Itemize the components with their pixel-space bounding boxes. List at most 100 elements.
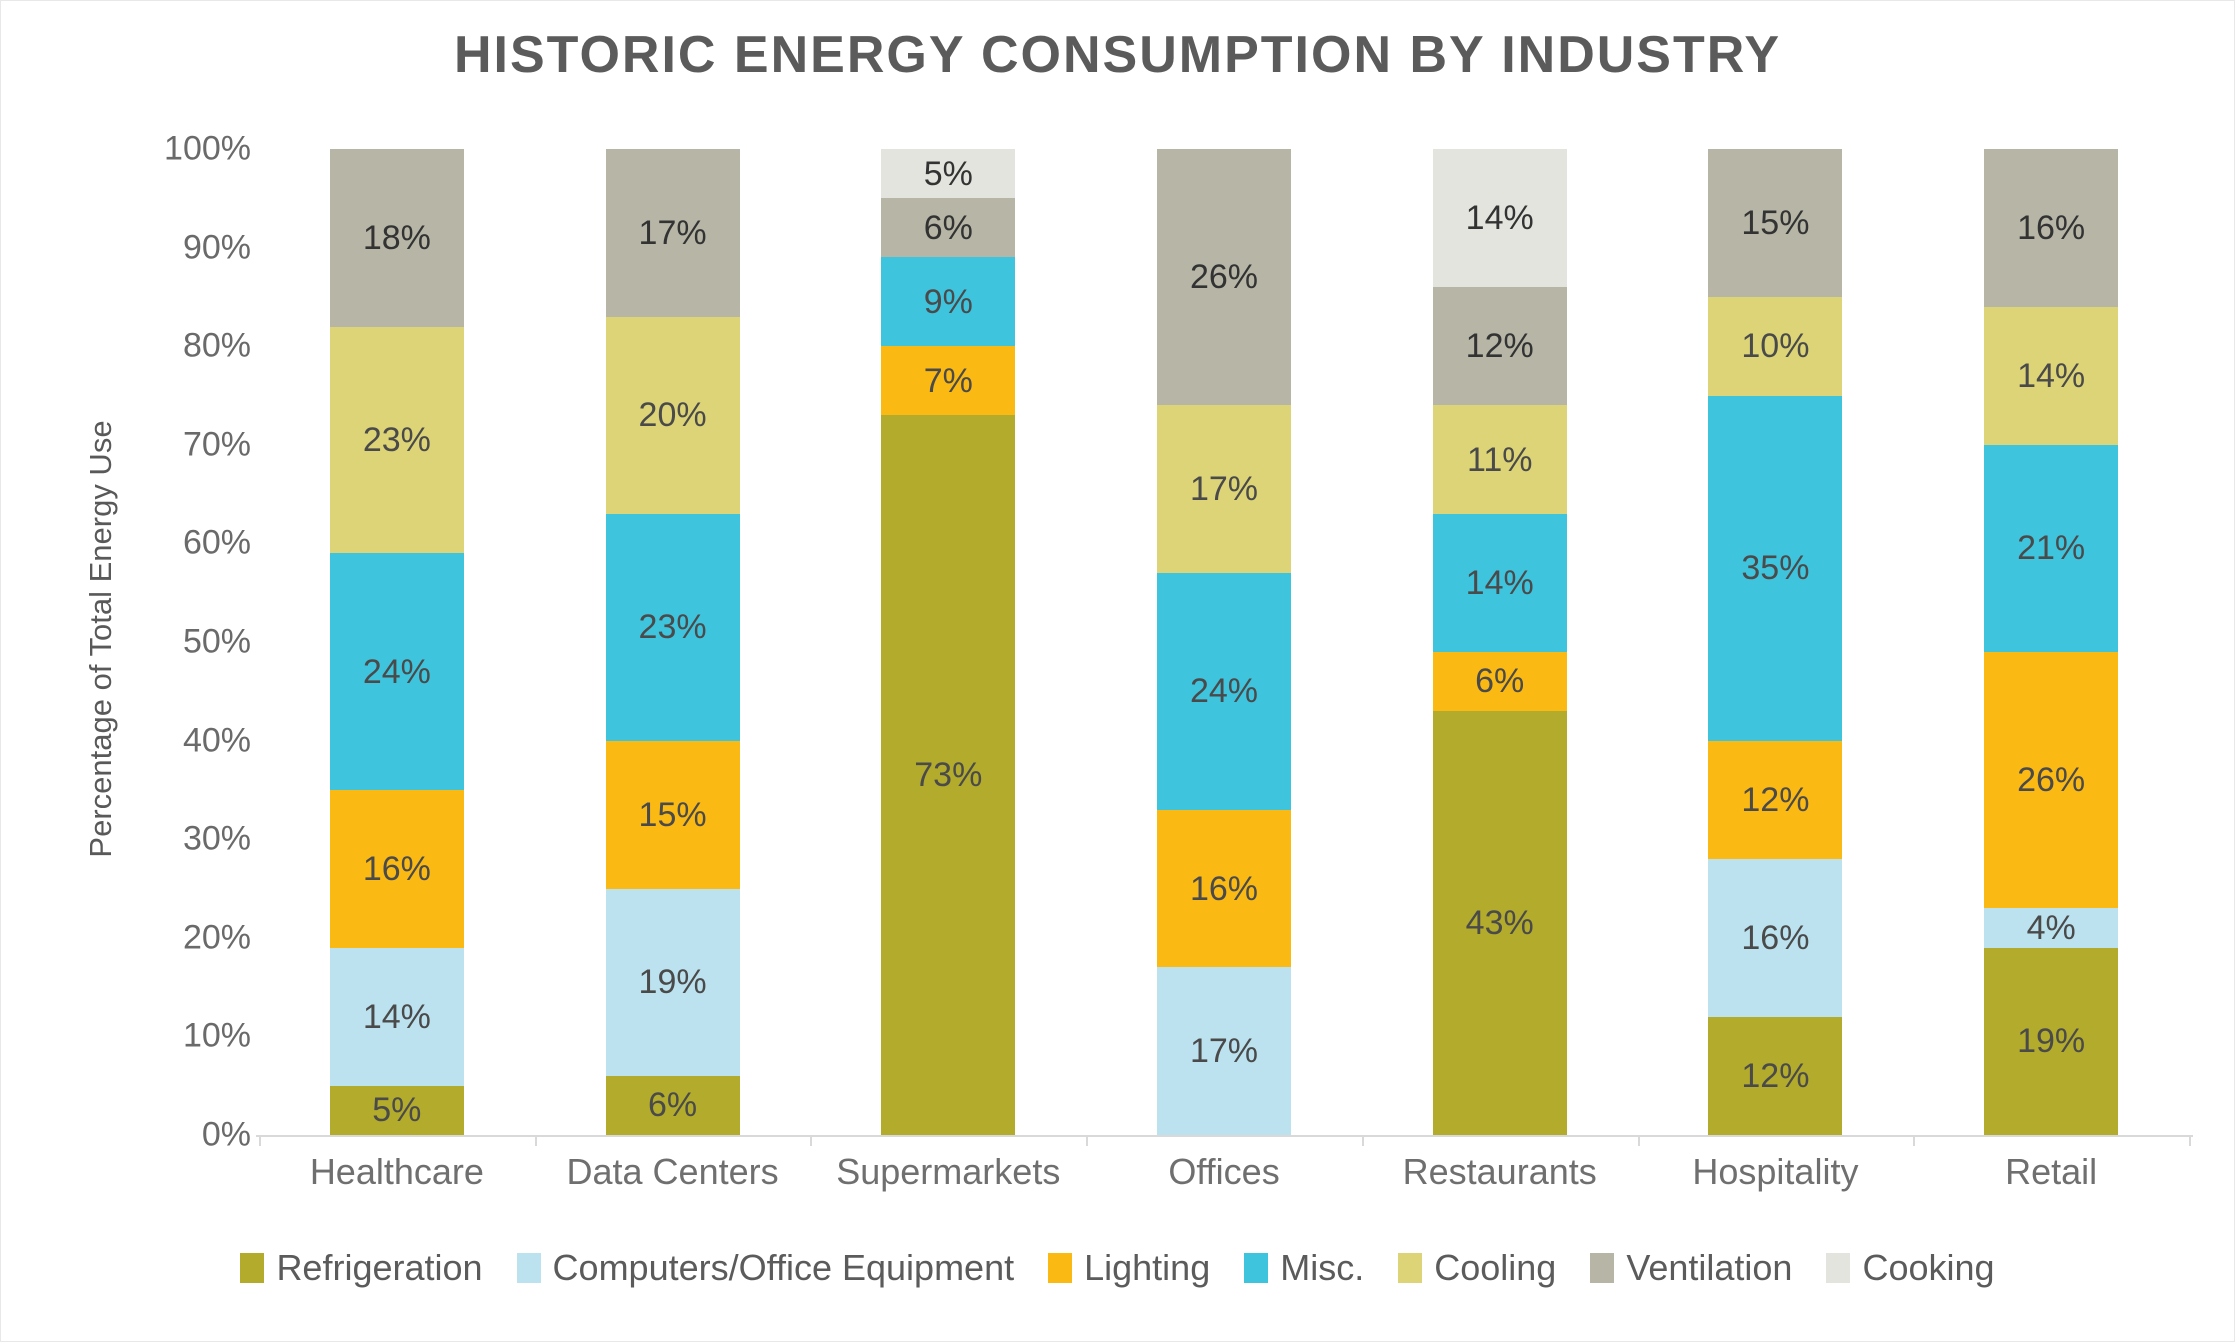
bar-segment-value-label: 23% [638, 608, 707, 647]
bar-segment-value-label: 19% [638, 963, 707, 1002]
bar-segment[interactable]: 16% [1157, 809, 1291, 968]
legend-item-label: Lighting [1084, 1247, 1211, 1288]
bar-segment-value-label: 21% [2017, 529, 2086, 568]
legend-item[interactable]: Misc. [1244, 1247, 1364, 1289]
bar-segment[interactable]: 5% [329, 1085, 464, 1135]
bar-segment[interactable]: 12% [1708, 740, 1843, 859]
bar-segment[interactable]: 18% [329, 149, 464, 327]
y-axis-tick-label: 0% [201, 1115, 251, 1154]
bar-segment[interactable]: 43% [1432, 711, 1567, 1135]
bar-segment-value-label: 12% [1741, 1056, 1810, 1095]
bar-segment[interactable]: 16% [1708, 858, 1843, 1017]
x-axis-tick-mark [1086, 1135, 1089, 1146]
bar-segment-value-label: 26% [1189, 258, 1259, 297]
bar-stack[interactable]: 19% 4% 26% 21% 14% 16% [1984, 149, 2119, 1135]
legend-item[interactable]: Lighting [1048, 1247, 1210, 1289]
bar-segment-value-label: 11% [1466, 440, 1533, 479]
bar-segment[interactable]: 5% [881, 149, 1016, 199]
bar-stack[interactable]: 73% 7% 9% 6% 5% [881, 149, 1016, 1135]
x-axis-category-label: Supermarkets [836, 1151, 1061, 1192]
bar-segment[interactable]: 23% [605, 513, 740, 741]
plot-area: 5% 14% 16% 24% 23% 18% 6% 19% 15% 23% 20% 17% 73% 7% 9… [259, 149, 2189, 1135]
bar-stack[interactable]: 17% 16% 24% 17% 26% [1157, 149, 1291, 1135]
bar-segment-value-label: 15% [1741, 203, 1810, 242]
bar-segment[interactable]: 23% [329, 326, 464, 554]
bar-segment[interactable]: 14% [1432, 149, 1567, 288]
bar-segment[interactable]: 14% [329, 947, 464, 1086]
bar-segment-value-label: 16% [1189, 869, 1259, 908]
bar-segment[interactable]: 24% [329, 553, 464, 790]
bar-segment[interactable]: 26% [1157, 149, 1291, 406]
legend-swatch-icon [1398, 1253, 1423, 1283]
bar-segment[interactable]: 7% [881, 346, 1016, 416]
y-axis-tick-label: 30% [182, 819, 251, 858]
bar-segment[interactable]: 17% [1157, 967, 1291, 1135]
x-axis-tick-mark [1637, 1135, 1640, 1146]
bar-segment-value-label: 14% [1465, 563, 1534, 602]
x-axis-tick-mark [534, 1135, 537, 1146]
y-axis-ticks: 100% 90% 80% 70% 60% 50% 40% 30% 20% 10% 0% [121, 130, 251, 1154]
x-axis-category-label: Healthcare [309, 1151, 484, 1192]
bar-segment-value-label: 17% [1189, 470, 1259, 509]
legend-item-label: Misc. [1280, 1247, 1365, 1288]
legend-swatch-icon [1826, 1253, 1851, 1283]
bar-segment[interactable]: 16% [329, 789, 464, 948]
bar-segment[interactable]: 15% [1708, 149, 1843, 297]
bar-segment[interactable]: 17% [1157, 405, 1291, 574]
bar-segment[interactable]: 24% [1157, 573, 1291, 810]
bar-segment[interactable]: 9% [881, 257, 1016, 347]
bar-stack[interactable]: 12% 16% 12% 35% 10% 15% [1708, 149, 1843, 1135]
bar-segment[interactable]: 16% [1984, 149, 2119, 307]
page-title: HISTORIC ENERGY CONSUMPTION BY INDUSTRY [453, 26, 1782, 84]
legend-item-label: Cooling [1434, 1247, 1557, 1288]
legend-item[interactable]: Cooking [1826, 1247, 1995, 1289]
bar-segment[interactable]: 14% [1432, 513, 1567, 652]
y-axis-tick-label: 60% [182, 523, 251, 562]
bar-segment[interactable]: 19% [605, 888, 740, 1076]
y-axis-tick-label: 90% [182, 228, 251, 267]
bar-segment[interactable]: 15% [605, 740, 740, 889]
bar-segment[interactable]: 11% [1432, 405, 1567, 514]
bar-stack[interactable]: 5% 14% 16% 24% 23% 18% [329, 149, 464, 1135]
bar-segment[interactable]: 12% [1708, 1016, 1843, 1135]
bar-segment-value-label: 4% [2026, 908, 2076, 947]
bar-segment-value-label: 24% [1189, 672, 1259, 711]
bar-segment-value-label: 16% [1741, 918, 1810, 957]
legend-item[interactable]: Cooling [1398, 1247, 1556, 1289]
bar-segment[interactable]: 35% [1708, 395, 1843, 741]
bar-segment-value-label: 6% [923, 208, 973, 247]
bar-segment-value-label: 43% [1465, 904, 1534, 943]
legend-item[interactable]: Refrigeration [240, 1247, 483, 1289]
x-axis-line [256, 1135, 2193, 1137]
x-axis-tick-mark [259, 1135, 261, 1146]
legend-swatch-icon [240, 1253, 265, 1283]
legend-item-label: Cooking [1862, 1247, 1995, 1288]
bar-segment[interactable]: 26% [1984, 651, 2119, 909]
bar-segment[interactable]: 19% [1984, 947, 2119, 1135]
bar-stack[interactable]: 43% 6% 14% 11% 12% 14% [1432, 149, 1567, 1135]
bar-segment[interactable]: 12% [1432, 287, 1567, 406]
bar-segment[interactable]: 14% [1984, 306, 2119, 445]
bar-segment-value-label: 6% [647, 1086, 698, 1125]
bar-segment-value-label: 5% [372, 1091, 422, 1130]
bar-segment-value-label: 12% [1465, 327, 1534, 366]
bar-segment-value-label: 17% [1189, 1032, 1259, 1071]
x-axis-tick-mark [2189, 1135, 2191, 1146]
bar-segment[interactable]: 6% [605, 1075, 740, 1135]
bar-segment-value-label: 7% [923, 361, 973, 400]
bar-segment[interactable]: 20% [605, 316, 740, 514]
bar-segment[interactable]: 6% [881, 198, 1016, 258]
legend-item-label: Refrigeration [276, 1247, 483, 1288]
bar-segment-value-label: 6% [1475, 662, 1525, 701]
bar-stack[interactable]: 6% 19% 15% 23% 20% 17% [605, 149, 740, 1135]
bar-segment[interactable]: 10% [1708, 296, 1843, 396]
legend-item[interactable]: Ventilation [1590, 1247, 1792, 1289]
bar-segment[interactable]: 17% [605, 149, 740, 317]
legend-item[interactable]: Computers/Office Equipment [516, 1247, 1014, 1289]
bar-segment-value-label: 16% [2017, 208, 2086, 247]
bar-segment[interactable]: 6% [1432, 651, 1567, 712]
bar-segment[interactable]: 21% [1984, 444, 2119, 652]
bar-segment[interactable]: 73% [881, 415, 1016, 1135]
bar-segment[interactable]: 4% [1984, 908, 2119, 948]
